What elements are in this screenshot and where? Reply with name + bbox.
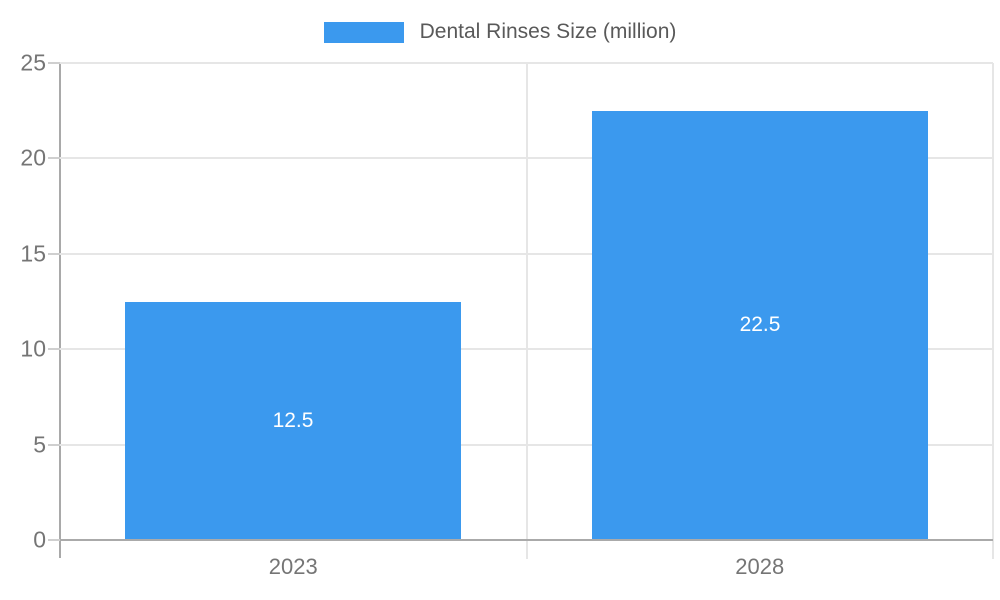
y-tick-mark-5 xyxy=(48,443,60,446)
y-tick-label-25: 25 xyxy=(20,49,46,76)
x-tick-label-2028: 2028 xyxy=(735,554,785,579)
y-tick-mark-10 xyxy=(48,348,60,351)
chart-legend[interactable]: Dental Rinses Size (million) xyxy=(0,20,1000,44)
y-tick-mark-20 xyxy=(48,157,60,160)
y-tick-label-5: 5 xyxy=(33,431,46,458)
bar-2023[interactable]: 12.5 xyxy=(125,302,461,540)
y-tick-mark-15 xyxy=(48,252,60,255)
legend-color-swatch xyxy=(323,21,404,43)
x-axis-line xyxy=(60,539,993,541)
y-tick-label-15: 15 xyxy=(20,240,46,267)
bar-value-label-2028: 22.5 xyxy=(739,313,781,336)
y-axis-line xyxy=(59,63,61,558)
x-tick-label-2023: 2023 xyxy=(268,554,318,579)
plot-area: 12.5 22.5 xyxy=(60,62,994,559)
bar-value-label-2023: 12.5 xyxy=(272,409,314,432)
y-tick-mark-25 xyxy=(48,62,60,64)
bar-2028[interactable]: 22.5 xyxy=(592,111,928,539)
y-tick-mark-0 xyxy=(48,539,60,541)
y-tick-label-0: 0 xyxy=(33,526,46,553)
gridline-x-separator xyxy=(525,63,528,559)
y-tick-label-10: 10 xyxy=(20,335,46,362)
y-tick-label-20: 20 xyxy=(20,144,46,171)
legend-series-label: Dental Rinses Size (million) xyxy=(419,20,677,43)
plot-right-border xyxy=(992,63,994,559)
